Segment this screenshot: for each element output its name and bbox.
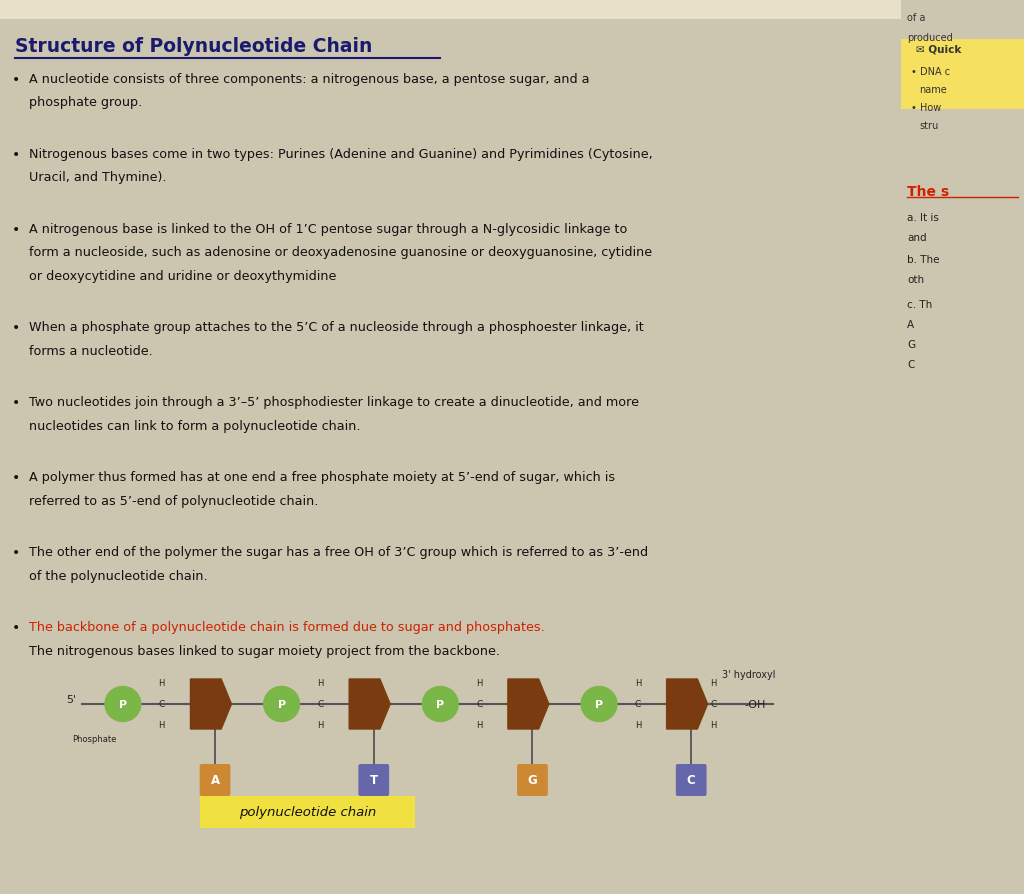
Text: of a: of a [907,13,926,23]
Text: Nitrogenous bases come in two types: Purines (Adenine and Guanine) and Pyrimidin: Nitrogenous bases come in two types: Pur… [29,148,652,161]
Text: P: P [119,699,127,709]
Text: referred to as 5’-end of polynucleotide chain.: referred to as 5’-end of polynucleotide … [29,494,318,508]
Text: P: P [278,699,286,709]
Text: C: C [159,700,165,709]
Text: C: C [476,700,482,709]
Text: A nitrogenous base is linked to the OH of 1’C pentose sugar through a N-glycosid: A nitrogenous base is linked to the OH o… [29,223,627,236]
Text: • DNA c: • DNA c [911,67,950,77]
Text: • How: • How [911,103,941,113]
Text: C: C [317,700,324,709]
Text: A: A [907,320,914,330]
Text: •: • [12,546,20,560]
Polygon shape [190,679,231,730]
Text: H: H [159,721,165,730]
Text: When a phosphate group attaches to the 5’C of a nucleoside through a phosphoeste: When a phosphate group attaches to the 5… [29,321,643,334]
Text: The backbone of a polynucleotide chain is formed due to sugar and phosphates.: The backbone of a polynucleotide chain i… [29,620,545,634]
Text: oth: oth [907,274,925,284]
Text: polynucleotide chain: polynucleotide chain [239,805,376,819]
Text: •: • [12,223,20,237]
Text: nucleotides can link to form a polynucleotide chain.: nucleotides can link to form a polynucle… [29,419,360,433]
Text: form a nucleoside, such as adenosine or deoxyadenosine guanosine or deoxyguanosi: form a nucleoside, such as adenosine or … [29,246,652,259]
Text: G: G [527,773,538,787]
Text: a. It is: a. It is [907,213,939,223]
Text: G: G [907,340,915,350]
Text: phosphate group.: phosphate group. [29,97,142,109]
Text: H: H [159,679,165,687]
Text: Two nucleotides join through a 3’–5’ phosphodiester linkage to create a dinucleo: Two nucleotides join through a 3’–5’ pho… [29,396,639,409]
Text: P: P [436,699,444,709]
Circle shape [104,687,140,721]
Text: •: • [12,321,20,335]
FancyBboxPatch shape [200,764,230,797]
FancyBboxPatch shape [901,40,1024,110]
Text: ✉ Quick: ✉ Quick [915,45,962,55]
Polygon shape [508,679,549,730]
Text: C: C [687,773,695,787]
Text: H: H [317,679,324,687]
Text: The s: The s [907,185,949,198]
Text: name: name [920,85,947,95]
Text: •: • [12,148,20,162]
Text: •: • [12,73,20,87]
Text: H: H [711,721,717,730]
Text: 5': 5' [67,695,77,704]
Text: H: H [635,679,641,687]
Text: A nucleotide consists of three components: a nitrogenous base, a pentose sugar, : A nucleotide consists of three component… [29,73,589,86]
Text: H: H [635,721,641,730]
Text: •: • [12,620,20,635]
Circle shape [582,687,616,721]
Text: H: H [711,679,717,687]
FancyBboxPatch shape [0,0,901,20]
Polygon shape [349,679,390,730]
Text: produced: produced [907,33,953,43]
FancyBboxPatch shape [517,764,548,797]
Text: -OH: -OH [744,699,766,709]
Text: stru: stru [920,121,939,131]
Text: P: P [595,699,603,709]
Text: The nitrogenous bases linked to sugar moiety project from the backbone.: The nitrogenous bases linked to sugar mo… [29,645,500,657]
Text: Structure of Polynucleotide Chain: Structure of Polynucleotide Chain [15,37,373,56]
FancyBboxPatch shape [200,797,415,828]
Text: Uracil, and Thymine).: Uracil, and Thymine). [29,172,166,184]
Text: Phosphate: Phosphate [72,734,117,743]
Text: C: C [711,700,717,709]
Text: forms a nucleotide.: forms a nucleotide. [29,344,153,358]
Text: A: A [211,773,219,787]
Text: 3' hydroxyl: 3' hydroxyl [722,670,775,679]
Text: of the polynucleotide chain.: of the polynucleotide chain. [29,569,207,582]
Text: C: C [907,359,914,369]
Circle shape [422,687,458,721]
Text: T: T [370,773,378,787]
Text: H: H [476,679,482,687]
Text: H: H [476,721,482,730]
FancyBboxPatch shape [676,764,707,797]
Text: •: • [12,396,20,410]
Text: H: H [317,721,324,730]
Text: b. The: b. The [907,255,940,265]
Text: c. Th: c. Th [907,299,933,309]
Text: •: • [12,471,20,485]
Polygon shape [667,679,708,730]
Text: and: and [907,232,927,243]
Text: A polymer thus formed has at one end a free phosphate moiety at 5’-end of sugar,: A polymer thus formed has at one end a f… [29,471,614,484]
FancyBboxPatch shape [358,764,389,797]
Circle shape [263,687,299,721]
Text: C: C [635,700,641,709]
Text: The other end of the polymer the sugar has a free OH of 3’C group which is refer: The other end of the polymer the sugar h… [29,546,648,559]
Text: or deoxycytidine and uridine or deoxythymidine: or deoxycytidine and uridine or deoxythy… [29,270,336,283]
